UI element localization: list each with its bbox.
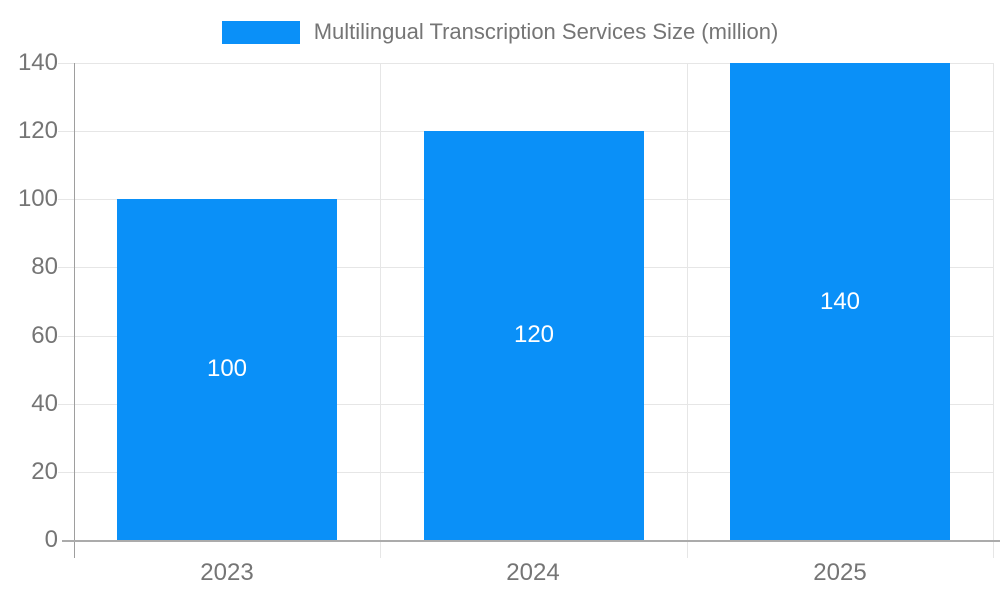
bar-2024: 120	[424, 131, 644, 540]
y-axis-tick-label: 0	[44, 526, 58, 553]
bar-value-label: 120	[513, 321, 555, 349]
x-axis-tick-label: 2024	[506, 559, 560, 586]
gridline-x-separator	[993, 63, 994, 558]
y-axis-tick-label: 120	[17, 117, 58, 145]
x-axis-tick-label: 2023	[200, 559, 254, 586]
bar-value-label: 100	[206, 355, 248, 383]
legend-swatch-icon	[221, 20, 300, 44]
y-axis-tick-label: 40	[31, 389, 58, 417]
y-axis-line	[74, 63, 75, 558]
legend: Multilingual Transcription Services Size…	[0, 14, 1000, 50]
x-axis-tick-label: 2025	[813, 559, 867, 586]
bar-2025: 140	[730, 63, 950, 540]
y-axis-tick-label: 60	[31, 321, 58, 349]
bar-value-label: 140	[819, 288, 861, 315]
legend-item[interactable]: Multilingual Transcription Services Size…	[221, 19, 779, 45]
y-axis-tick-label: 80	[31, 253, 58, 281]
plot-area: 0 20 40 60 80 100 120 140 100 120 140 2023 2024 2025	[18, 49, 1000, 586]
x-axis-line	[62, 540, 1000, 542]
legend-label: Multilingual Transcription Services Size…	[313, 19, 779, 44]
y-axis-tick-label: 20	[31, 457, 58, 485]
y-axis-tick-label: 100	[17, 185, 58, 213]
gridline-x-separator	[380, 63, 381, 558]
gridline-y-140	[58, 63, 993, 64]
gridline-x-separator	[687, 63, 688, 558]
y-axis-tick-label: 140	[17, 49, 58, 76]
bar-2023: 100	[117, 199, 337, 540]
